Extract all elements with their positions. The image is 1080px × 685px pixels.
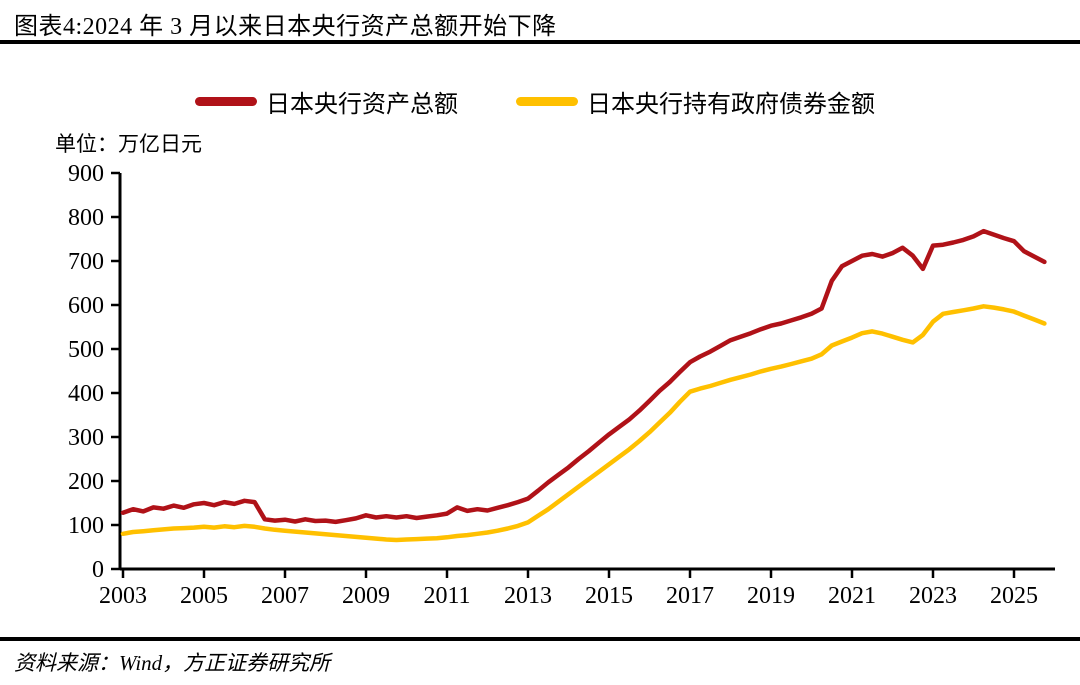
legend-item-gov-bonds: 日本央行持有政府债券金额 xyxy=(516,84,875,119)
svg-text:700: 700 xyxy=(68,249,104,275)
legend-line-red-icon xyxy=(195,97,257,106)
svg-text:2019: 2019 xyxy=(747,583,795,609)
legend-item-total-assets: 日本央行资产总额 xyxy=(195,84,458,119)
svg-text:300: 300 xyxy=(68,425,104,451)
legend-label-total-assets: 日本央行资产总额 xyxy=(266,92,458,118)
svg-text:2023: 2023 xyxy=(909,583,957,609)
title-divider xyxy=(0,40,1080,44)
source-note: 资料来源：Wind，方正证券研究所 xyxy=(14,651,331,675)
svg-text:2009: 2009 xyxy=(342,583,390,609)
svg-text:2005: 2005 xyxy=(180,583,228,609)
svg-text:0: 0 xyxy=(92,557,104,583)
legend-label-gov-bonds: 日本央行持有政府债券金额 xyxy=(587,92,875,118)
svg-text:900: 900 xyxy=(68,161,104,187)
svg-text:400: 400 xyxy=(68,381,104,407)
svg-text:2011: 2011 xyxy=(423,583,470,609)
svg-text:100: 100 xyxy=(68,513,104,539)
svg-text:200: 200 xyxy=(68,469,104,495)
svg-text:2013: 2013 xyxy=(504,583,552,609)
chart-legend: 日本央行资产总额 日本央行持有政府债券金额 xyxy=(195,84,875,119)
svg-text:2025: 2025 xyxy=(990,583,1038,609)
axis-unit-label: 单位：万亿日元 xyxy=(55,132,202,156)
svg-text:2007: 2007 xyxy=(261,583,309,609)
svg-text:2021: 2021 xyxy=(828,583,876,609)
svg-text:2003: 2003 xyxy=(99,583,147,609)
svg-text:2015: 2015 xyxy=(585,583,633,609)
chart-canvas: 0 100 200 300 400 500 600 700 800 900 2003 2005 2007… xyxy=(68,161,1055,609)
footer-divider xyxy=(0,637,1080,641)
figure-title: 图表4:2024 年 3 月以来日本央行资产总额开始下降 xyxy=(14,14,557,40)
legend-line-yellow-icon xyxy=(516,97,578,106)
svg-text:600: 600 xyxy=(68,293,104,319)
svg-text:2017: 2017 xyxy=(666,583,714,609)
svg-text:500: 500 xyxy=(68,337,104,363)
svg-text:800: 800 xyxy=(68,205,104,231)
